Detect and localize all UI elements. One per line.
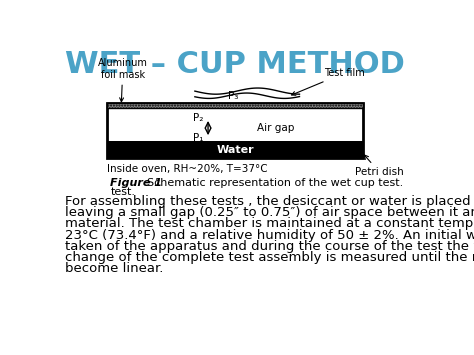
Text: WET – CUP METHOD: WET – CUP METHOD xyxy=(65,50,405,79)
Bar xyxy=(107,141,363,158)
Text: Figure 1: Figure 1 xyxy=(110,178,163,188)
Text: leaving a small gap (0.25″ to 0.75″) of air space between it and the: leaving a small gap (0.25″ to 0.75″) of … xyxy=(65,206,474,219)
Text: Air gap: Air gap xyxy=(257,123,294,133)
Text: P₁: P₁ xyxy=(193,133,203,143)
Bar xyxy=(107,103,363,108)
Text: P₂: P₂ xyxy=(193,113,203,123)
Bar xyxy=(107,103,363,158)
Text: become linear.: become linear. xyxy=(65,262,164,275)
Text: Schematic representation of the wet cup test.: Schematic representation of the wet cup … xyxy=(140,178,403,188)
Text: material. The test chamber is maintained at a constant temperature of: material. The test chamber is maintained… xyxy=(65,217,474,230)
Text: 23°C (73.4°F) and a relative humidity of 50 ± 2%. An initial weight is: 23°C (73.4°F) and a relative humidity of… xyxy=(65,229,474,241)
Text: Water: Water xyxy=(216,144,254,155)
Text: P₃: P₃ xyxy=(228,91,239,101)
Text: Aluminum
foil mask: Aluminum foil mask xyxy=(98,58,148,102)
Text: change of the complete test assembly is measured until the results: change of the complete test assembly is … xyxy=(65,251,474,264)
Text: Petri dish: Petri dish xyxy=(356,155,404,178)
Text: test.: test. xyxy=(110,187,136,197)
Text: taken of the apparatus and during the course of the test the weight: taken of the apparatus and during the co… xyxy=(65,240,474,253)
Text: Inside oven, RH~20%, T=37°C: Inside oven, RH~20%, T=37°C xyxy=(107,164,268,174)
Text: Test film: Test film xyxy=(292,68,365,95)
Text: For assembling these tests , the desiccant or water is placed in a dish: For assembling these tests , the desicca… xyxy=(65,195,474,208)
